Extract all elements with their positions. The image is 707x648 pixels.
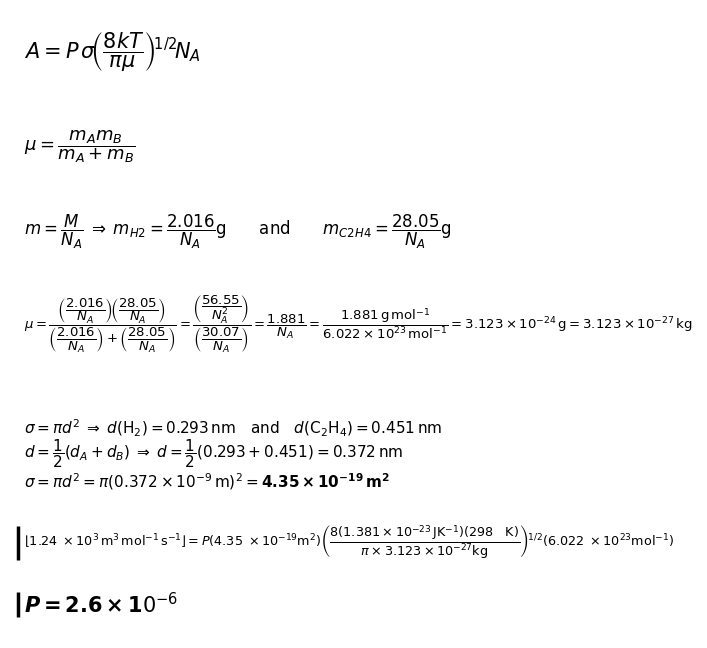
Text: $A = P\,\sigma\!\left(\dfrac{8kT}{\pi\mu}\right)^{\!1/2}\!N_A$: $A = P\,\sigma\!\left(\dfrac{8kT}{\pi\mu…: [23, 30, 200, 73]
Text: $\boldsymbol{P = 2.6\times10^{-6}}$: $\boldsymbol{P = 2.6\times10^{-6}}$: [23, 592, 177, 617]
Text: $d = \dfrac{1}{2}(d_A + d_B)\;\Rightarrow\; d = \dfrac{1}{2}(0.293 + 0.451) = 0.: $d = \dfrac{1}{2}(d_A + d_B)\;\Rightarro…: [23, 437, 403, 470]
Text: $\sigma = \pi d^2\;\Rightarrow\; d(\mathrm{H_2}) = 0.293\,\mathrm{nm}\quad \math: $\sigma = \pi d^2\;\Rightarrow\; d(\math…: [23, 418, 442, 439]
Text: $\sigma = \pi d^2 = \pi(0.372\times10^{-9}\,\mathrm{m})^2 = \mathbf{4.35\times10: $\sigma = \pi d^2 = \pi(0.372\times10^{-…: [23, 471, 390, 492]
Text: $\lfloor 1.24\;\times10^3\,\mathrm{m^3\,mol^{-1}\,s^{-1}}\rfloor= P(4.35\;\times: $\lfloor 1.24\;\times10^3\,\mathrm{m^3\,…: [23, 524, 674, 561]
Text: $\mu = \dfrac{m_A m_B}{m_A + m_B}$: $\mu = \dfrac{m_A m_B}{m_A + m_B}$: [23, 128, 135, 165]
Text: $\mu = \dfrac{\left(\dfrac{2.016}{N_A}\right)\!\left(\dfrac{28.05}{N_A}\right)}{: $\mu = \dfrac{\left(\dfrac{2.016}{N_A}\r…: [23, 294, 692, 354]
Text: $m = \dfrac{M}{N_A}\;\Rightarrow\; m_{H2} = \dfrac{2.016}{N_A}\mathrm{g}\qquad \: $m = \dfrac{M}{N_A}\;\Rightarrow\; m_{H2…: [23, 213, 452, 251]
